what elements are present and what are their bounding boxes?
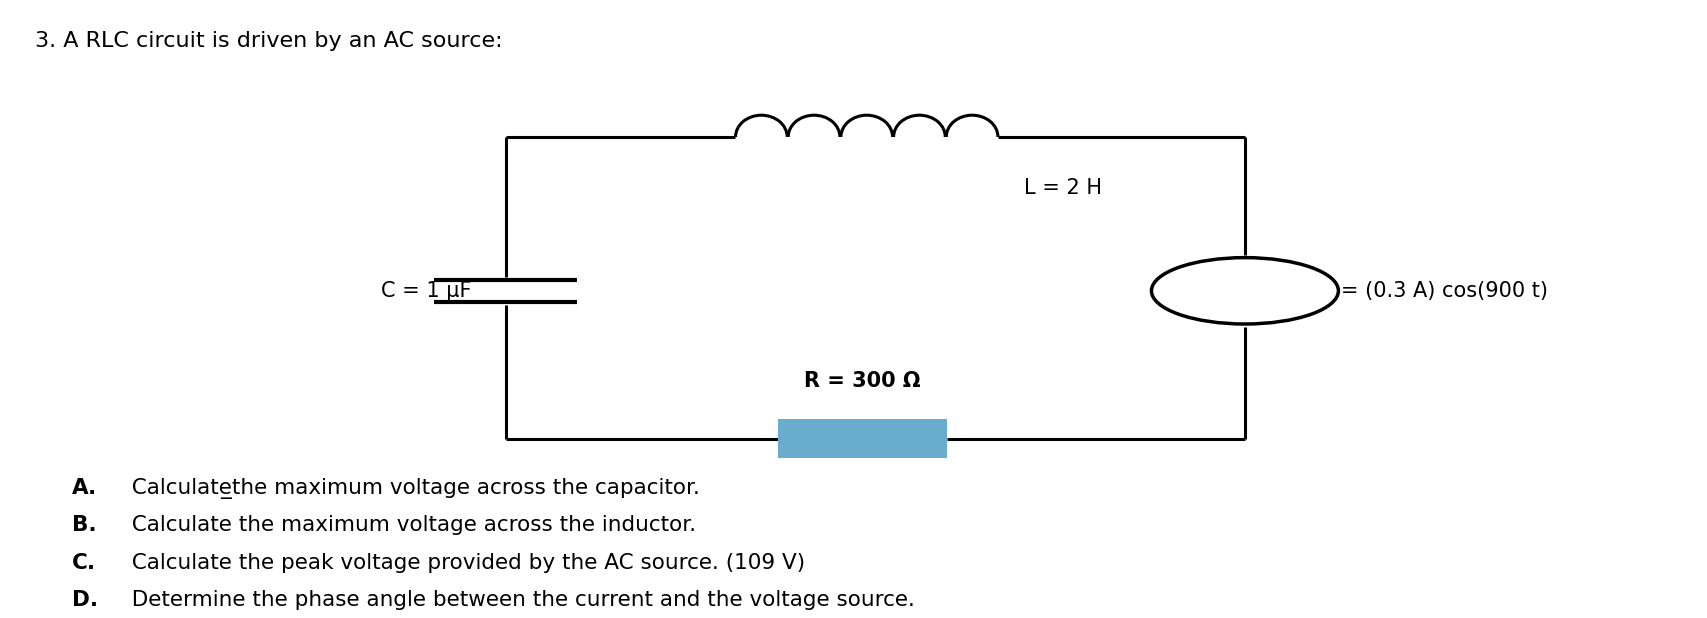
Text: D.: D. [72, 590, 99, 610]
Text: Determine the phase angle between the current and the voltage source.: Determine the phase angle between the cu… [118, 590, 915, 610]
Bar [777, 419, 947, 459]
Text: C.: C. [72, 552, 96, 573]
Text: Calculate the peak voltage provided by the AC source. (109 V): Calculate the peak voltage provided by t… [118, 552, 804, 573]
Text: L = 2 H: L = 2 H [1024, 178, 1101, 198]
Text: A.: A. [72, 478, 97, 498]
Text: Calculate the maximum voltage across the inductor.: Calculate the maximum voltage across the… [118, 515, 696, 535]
Text: Calculate̲the maximum voltage across the capacitor.: Calculate̲the maximum voltage across the… [118, 478, 700, 499]
Text: B.: B. [72, 515, 97, 535]
Text: 3. A RLC circuit is driven by an AC source:: 3. A RLC circuit is driven by an AC sour… [34, 32, 502, 51]
Text: C = 1 μF: C = 1 μF [381, 281, 471, 301]
Text: i(t) = (0.3 A) cos(900 t): i(t) = (0.3 A) cos(900 t) [1304, 281, 1548, 301]
Text: R = 300 Ω: R = 300 Ω [804, 371, 920, 391]
Circle shape [1151, 258, 1338, 324]
